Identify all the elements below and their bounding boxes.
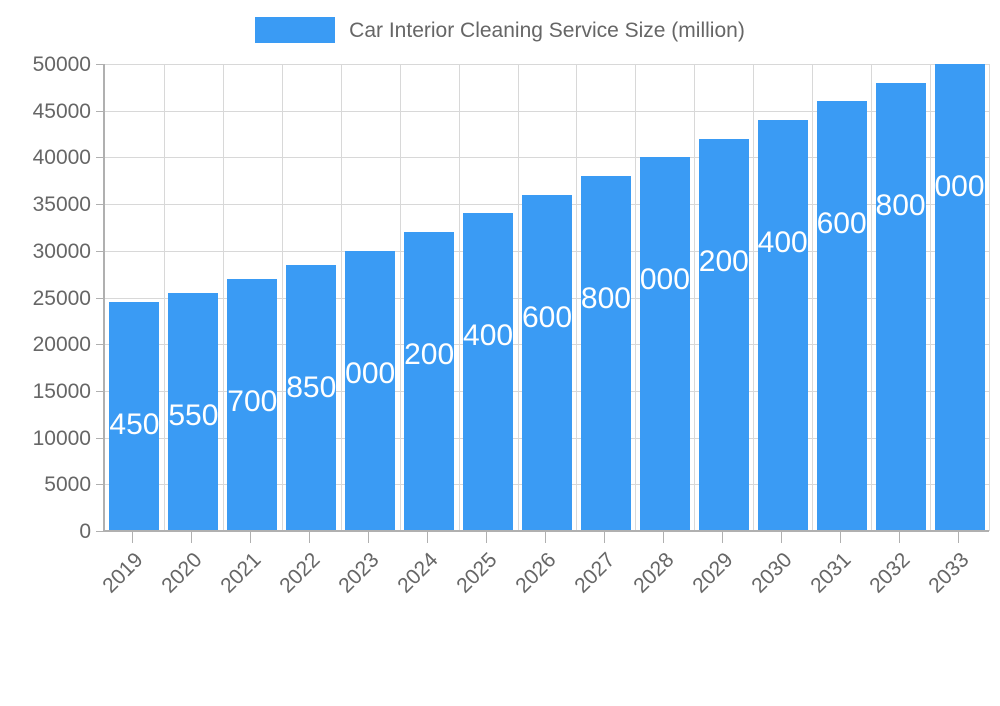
x-axis-tick-mark bbox=[132, 531, 133, 543]
y-axis-tick-mark bbox=[96, 484, 103, 486]
bar-value-label: 27000 bbox=[227, 384, 278, 418]
bar-value-label: 30000 bbox=[345, 356, 396, 390]
x-axis-tick-mark bbox=[899, 531, 900, 543]
x-axis-tick-mark bbox=[663, 531, 664, 543]
y-axis-tick-label: 40000 bbox=[32, 146, 91, 170]
x-axis-tick-mark bbox=[368, 531, 369, 543]
x-axis-tick-mark bbox=[250, 531, 251, 543]
y-axis-tick-mark bbox=[96, 64, 103, 65]
x-axis-tick-mark bbox=[486, 531, 487, 543]
y-axis-tick-mark bbox=[96, 297, 103, 299]
bar-group: 34000 bbox=[463, 64, 514, 531]
x-axis-tick-mark bbox=[427, 531, 428, 543]
bar-value-label: 24500 bbox=[109, 408, 160, 442]
bar-group: 48000 bbox=[875, 64, 926, 531]
bar-group: 38000 bbox=[580, 64, 631, 531]
bar[interactable]: 32000 bbox=[404, 232, 455, 531]
bar[interactable]: 42000 bbox=[698, 138, 749, 531]
legend-item-car-interior-cleaning-service-size[interactable]: Car Interior Cleaning Service Size (mill… bbox=[255, 17, 745, 43]
bars-layer: 2450025500270002850030000320003400036000… bbox=[105, 64, 989, 531]
y-axis-tick-label: 15000 bbox=[32, 379, 91, 403]
bar[interactable]: 24500 bbox=[109, 302, 160, 531]
y-axis-tick-mark bbox=[96, 390, 103, 392]
bar-group: 24500 bbox=[109, 64, 160, 531]
x-axis-tick-mark bbox=[545, 531, 546, 543]
bar[interactable]: 28500 bbox=[286, 264, 337, 531]
bar-value-label: 36000 bbox=[522, 300, 572, 334]
bar-value-label: 40000 bbox=[639, 263, 690, 297]
bar[interactable]: 38000 bbox=[580, 176, 631, 531]
bar[interactable]: 44000 bbox=[757, 120, 808, 531]
bar-value-label: 42000 bbox=[698, 244, 749, 278]
bar-group: 27000 bbox=[227, 64, 278, 531]
bar-group: 40000 bbox=[639, 64, 690, 531]
bar-group: 50000 bbox=[934, 64, 985, 531]
y-axis-tick-mark bbox=[96, 437, 103, 439]
legend-label: Car Interior Cleaning Service Size (mill… bbox=[349, 18, 745, 42]
bar-value-label: 32000 bbox=[404, 338, 455, 372]
bar-group: 25500 bbox=[168, 64, 219, 531]
bar-value-label: 25500 bbox=[168, 398, 219, 432]
y-axis-tick-mark bbox=[96, 531, 103, 532]
bar-group: 36000 bbox=[522, 64, 572, 531]
bar-group: 42000 bbox=[698, 64, 749, 531]
y-axis-tick-label: 10000 bbox=[32, 426, 91, 450]
y-axis-tick-label: 35000 bbox=[32, 193, 91, 217]
bar-group: 32000 bbox=[404, 64, 455, 531]
bar[interactable]: 40000 bbox=[639, 157, 690, 531]
chart-legend: Car Interior Cleaning Service Size (mill… bbox=[0, 10, 1000, 50]
y-axis-tick-label: 45000 bbox=[32, 99, 91, 123]
legend-color-swatch-icon bbox=[255, 17, 336, 43]
bar-value-label: 44000 bbox=[757, 226, 808, 260]
bar-group: 46000 bbox=[816, 64, 867, 531]
bar-value-label: 34000 bbox=[463, 319, 514, 353]
x-axis-tick-mark bbox=[781, 531, 782, 543]
x-axis-line bbox=[103, 530, 989, 532]
bar-value-label: 48000 bbox=[875, 188, 926, 222]
y-axis-tick-mark bbox=[96, 344, 103, 346]
bar-value-label: 38000 bbox=[580, 282, 631, 316]
x-axis-tick-mark bbox=[722, 531, 723, 543]
y-axis-tick-label: 0 bbox=[79, 520, 91, 543]
bar[interactable]: 30000 bbox=[345, 250, 396, 531]
bar[interactable]: 34000 bbox=[463, 213, 514, 531]
bar[interactable]: 48000 bbox=[875, 82, 926, 531]
y-axis-tick-label: 25000 bbox=[32, 286, 91, 310]
bar[interactable]: 36000 bbox=[522, 194, 572, 531]
x-axis-tick-mark bbox=[191, 531, 192, 543]
bar-group: 44000 bbox=[757, 64, 808, 531]
x-axis-tick-mark bbox=[309, 531, 310, 543]
bar-group: 28500 bbox=[286, 64, 337, 531]
y-axis-tick-mark bbox=[96, 110, 103, 112]
bar-value-label: 28500 bbox=[286, 370, 337, 404]
gridline-vertical bbox=[989, 64, 990, 531]
x-axis-tick-mark bbox=[604, 531, 605, 543]
bar[interactable]: 46000 bbox=[816, 101, 867, 531]
bar-chart: Car Interior Cleaning Service Size (mill… bbox=[0, 10, 1000, 598]
bar-value-label: 46000 bbox=[816, 207, 867, 241]
y-axis-tick-label: 50000 bbox=[32, 53, 91, 76]
y-axis-tick-label: 30000 bbox=[32, 239, 91, 263]
bar-value-label: 50000 bbox=[934, 170, 985, 203]
y-axis-tick-mark bbox=[96, 204, 103, 206]
bar[interactable]: 50000 bbox=[934, 64, 985, 531]
bar[interactable]: 25500 bbox=[168, 292, 219, 531]
y-axis-tick-label: 20000 bbox=[32, 333, 91, 357]
bar[interactable]: 27000 bbox=[227, 278, 278, 531]
bar-group: 30000 bbox=[345, 64, 396, 531]
y-axis-tick-label: 5000 bbox=[44, 473, 91, 497]
plot-area: 2450025500270002850030000320003400036000… bbox=[103, 64, 990, 532]
y-axis-tick-mark bbox=[96, 157, 103, 159]
y-axis-tick-mark bbox=[96, 250, 103, 252]
x-axis-tick-mark bbox=[840, 531, 841, 543]
x-axis-tick-mark bbox=[958, 531, 959, 543]
